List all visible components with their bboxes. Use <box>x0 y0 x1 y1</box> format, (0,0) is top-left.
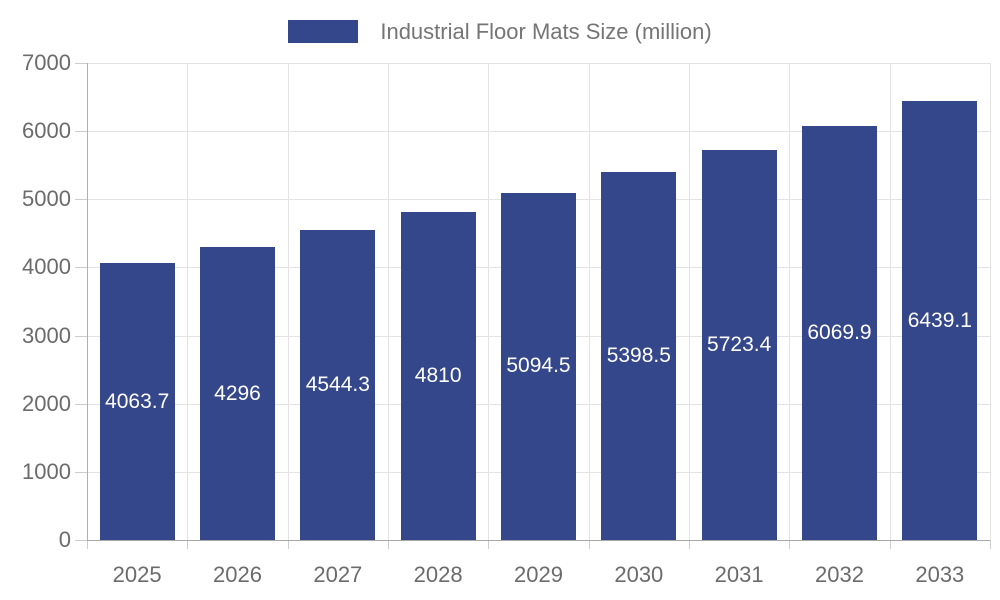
bar[interactable] <box>701 149 777 540</box>
y-axis-tick <box>75 471 87 473</box>
y-axis-tick <box>75 63 87 64</box>
y-axis-tick-label: 0 <box>58 527 71 552</box>
x-gridline <box>187 63 189 540</box>
x-axis-tick-label: 2025 <box>112 562 162 587</box>
x-axis-tick <box>488 540 490 549</box>
x-axis-tick-label: 2031 <box>714 562 764 587</box>
x-axis-tick <box>87 540 88 549</box>
x-axis-tick <box>187 540 189 549</box>
legend-label: Industrial Floor Mats Size (million) <box>380 19 712 44</box>
x-axis-tick-label: 2032 <box>815 562 864 587</box>
x-gridline <box>789 63 791 540</box>
y-axis-tick <box>75 131 87 133</box>
bar[interactable] <box>200 247 275 540</box>
x-axis-line <box>87 540 990 541</box>
y-axis-tick <box>75 403 87 405</box>
x-axis-tick-label: 2033 <box>915 562 965 587</box>
y-axis-tick <box>75 540 87 541</box>
y-axis-tick <box>75 267 87 269</box>
bar[interactable] <box>802 126 877 540</box>
y-axis-tick-label: 7000 <box>22 50 71 75</box>
x-axis-tick <box>789 540 791 549</box>
y-axis-line <box>87 63 88 540</box>
bar[interactable] <box>99 263 175 540</box>
legend-swatch <box>288 20 359 43</box>
y-axis-tick-label: 4000 <box>22 254 71 280</box>
x-axis-tick-label: 2029 <box>514 562 563 587</box>
y-axis-tick-label: 3000 <box>22 322 71 348</box>
x-axis-tick-label: 2026 <box>213 562 262 587</box>
legend-item[interactable]: Industrial Floor Mats Size (million) <box>0 18 1000 45</box>
bar[interactable] <box>601 172 677 540</box>
y-gridline <box>87 131 990 133</box>
x-gridline <box>889 63 891 540</box>
x-axis-tick <box>689 540 690 549</box>
bar[interactable] <box>902 101 978 540</box>
y-axis-tick <box>75 199 87 201</box>
x-gridline <box>689 63 690 540</box>
x-gridline <box>287 63 289 540</box>
y-gridline <box>87 63 990 64</box>
y-axis-tick-label: 1000 <box>22 458 71 484</box>
x-axis-tick-label: 2027 <box>313 562 363 587</box>
bar[interactable] <box>400 212 476 540</box>
y-axis-tick-label: 5000 <box>22 186 71 212</box>
x-axis-tick <box>990 540 991 549</box>
bar[interactable] <box>300 230 376 540</box>
y-axis-tick <box>75 335 87 337</box>
x-axis-tick-label: 2030 <box>614 562 664 587</box>
y-axis-tick-label: 2000 <box>22 390 71 416</box>
x-axis-tick-label: 2028 <box>413 562 463 587</box>
x-axis-tick <box>287 540 289 549</box>
x-gridline <box>388 63 389 540</box>
x-axis-tick <box>388 540 389 549</box>
x-gridline <box>588 63 590 540</box>
x-gridline <box>488 63 490 540</box>
y-axis-tick-label: 6000 <box>22 118 71 144</box>
x-gridline <box>990 63 991 540</box>
bar[interactable] <box>501 192 576 540</box>
x-axis-tick <box>889 540 891 549</box>
x-axis-tick <box>588 540 590 549</box>
